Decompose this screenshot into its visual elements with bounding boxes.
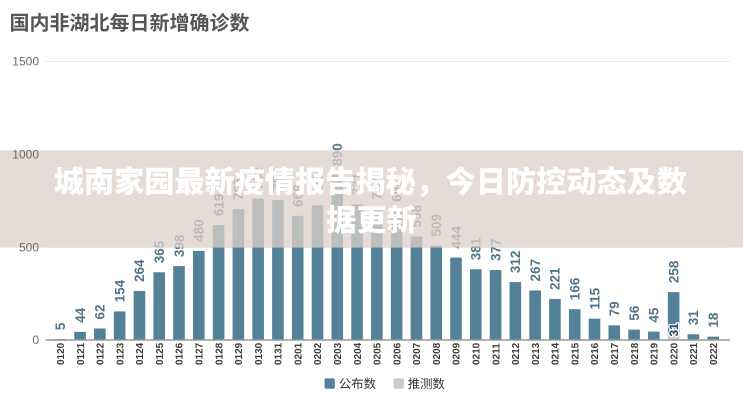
svg-text:500: 500 bbox=[19, 240, 39, 254]
svg-text:312: 312 bbox=[508, 251, 523, 274]
svg-text:0208: 0208 bbox=[432, 342, 443, 365]
svg-text:45: 45 bbox=[647, 307, 662, 323]
svg-text:115: 115 bbox=[587, 287, 602, 309]
svg-text:0120: 0120 bbox=[56, 342, 67, 365]
svg-text:0205: 0205 bbox=[373, 342, 384, 365]
svg-text:166: 166 bbox=[568, 277, 583, 300]
svg-text:0124: 0124 bbox=[135, 342, 146, 365]
svg-text:56: 56 bbox=[627, 305, 642, 321]
svg-text:79: 79 bbox=[607, 301, 622, 316]
svg-text:31: 31 bbox=[667, 323, 681, 337]
svg-text:0210: 0210 bbox=[471, 342, 482, 365]
svg-text:0125: 0125 bbox=[155, 342, 166, 365]
svg-text:0131: 0131 bbox=[274, 342, 285, 365]
svg-text:0122: 0122 bbox=[96, 342, 107, 365]
svg-text:0128: 0128 bbox=[214, 342, 225, 365]
svg-text:0207: 0207 bbox=[412, 342, 423, 365]
svg-text:31: 31 bbox=[686, 310, 701, 326]
svg-text:0126: 0126 bbox=[175, 342, 186, 365]
svg-text:154: 154 bbox=[112, 279, 127, 302]
svg-text:0129: 0129 bbox=[234, 342, 245, 365]
svg-text:44: 44 bbox=[73, 307, 88, 323]
svg-text:267: 267 bbox=[528, 259, 543, 282]
svg-text:0212: 0212 bbox=[511, 342, 522, 365]
svg-text:62: 62 bbox=[93, 304, 108, 319]
svg-text:0121: 0121 bbox=[76, 342, 87, 365]
svg-text:0215: 0215 bbox=[570, 342, 581, 365]
svg-text:0206: 0206 bbox=[392, 342, 403, 365]
svg-text:264: 264 bbox=[132, 259, 147, 282]
svg-text:31: 31 bbox=[667, 323, 681, 337]
svg-text:0211: 0211 bbox=[491, 343, 502, 365]
svg-text:0217: 0217 bbox=[610, 342, 621, 365]
svg-text:0213: 0213 bbox=[531, 342, 542, 365]
svg-text:0221: 0221 bbox=[689, 342, 700, 365]
svg-text:5: 5 bbox=[53, 322, 68, 330]
svg-text:0202: 0202 bbox=[313, 342, 324, 365]
svg-text:258: 258 bbox=[666, 260, 681, 283]
svg-text:0203: 0203 bbox=[333, 342, 344, 365]
svg-text:0219: 0219 bbox=[650, 342, 661, 365]
svg-text:0204: 0204 bbox=[353, 342, 364, 365]
svg-text:0214: 0214 bbox=[551, 342, 562, 365]
svg-text:0201: 0201 bbox=[293, 342, 304, 365]
svg-text:221: 221 bbox=[548, 267, 563, 290]
svg-text:18: 18 bbox=[706, 312, 721, 328]
svg-text:0216: 0216 bbox=[590, 342, 601, 365]
svg-text:0127: 0127 bbox=[195, 342, 206, 365]
svg-text:0220: 0220 bbox=[669, 342, 680, 365]
svg-text:0123: 0123 bbox=[115, 342, 126, 365]
svg-text:0130: 0130 bbox=[254, 342, 265, 365]
svg-text:0222: 0222 bbox=[709, 342, 720, 365]
svg-text:1000: 1000 bbox=[12, 147, 39, 161]
svg-text:0218: 0218 bbox=[630, 342, 641, 365]
svg-text:1500: 1500 bbox=[12, 55, 39, 69]
svg-text:0: 0 bbox=[32, 333, 39, 347]
svg-text:0209: 0209 bbox=[452, 342, 463, 365]
